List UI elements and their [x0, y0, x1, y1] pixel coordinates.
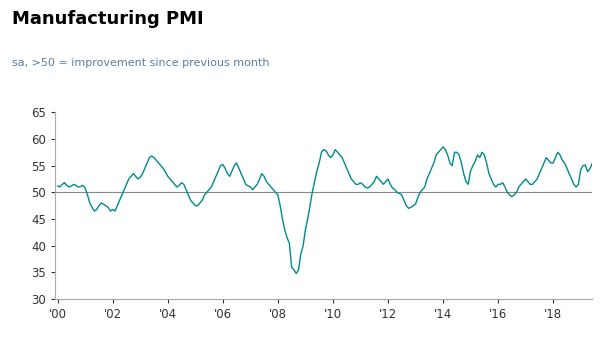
- Text: sa, >50 = improvement since previous month: sa, >50 = improvement since previous mon…: [12, 58, 270, 68]
- Text: Manufacturing PMI: Manufacturing PMI: [12, 10, 204, 28]
